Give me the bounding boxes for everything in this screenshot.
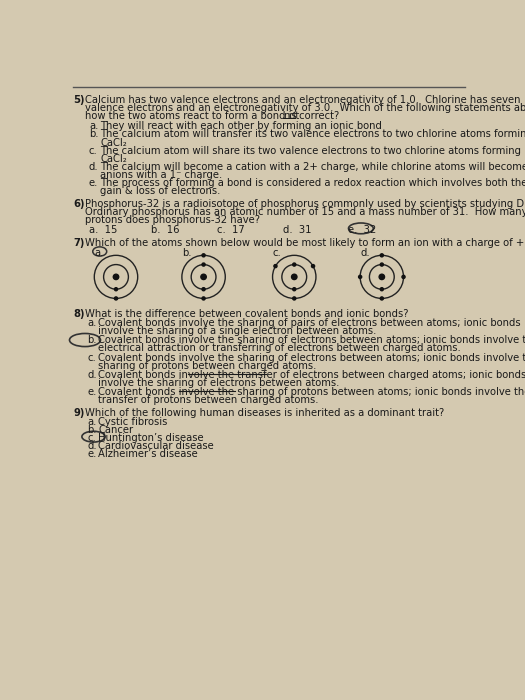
Circle shape xyxy=(293,297,296,300)
Text: e.: e. xyxy=(87,449,97,459)
Text: Covalent bonds involve the sharing of pairs of electrons between atoms; ionic bo: Covalent bonds involve the sharing of pa… xyxy=(98,318,521,328)
Text: b.: b. xyxy=(182,248,192,258)
Text: c.: c. xyxy=(87,353,96,363)
Text: b.  16: b. 16 xyxy=(151,225,180,235)
Text: e.  32: e. 32 xyxy=(349,225,377,235)
Text: Cystic fibrosis: Cystic fibrosis xyxy=(98,416,167,426)
Text: The calcium atom will share its two valence electrons to two chlorine atoms form: The calcium atom will share its two vale… xyxy=(100,146,521,155)
Text: d.: d. xyxy=(87,441,97,451)
Text: The calcium atom will transfer its two valence electrons to two chlorine atoms f: The calcium atom will transfer its two v… xyxy=(100,130,525,139)
Text: correct?: correct? xyxy=(296,111,339,121)
Text: a.  15: a. 15 xyxy=(89,225,117,235)
Text: a.: a. xyxy=(87,416,97,426)
Text: e.: e. xyxy=(89,178,98,188)
Circle shape xyxy=(291,274,297,279)
Text: transfer of protons between charged atoms.: transfer of protons between charged atom… xyxy=(98,395,319,405)
Text: Phosphorus-32 is a radioisotope of phosphorus commonly used by scientists studyi: Phosphorus-32 is a radioisotope of phosp… xyxy=(85,199,525,209)
Text: valence electrons and an electronegativity of 3.0.  Which of the following state: valence electrons and an electronegativi… xyxy=(85,103,525,113)
Text: 6): 6) xyxy=(74,199,85,209)
Text: c.: c. xyxy=(272,248,281,258)
Circle shape xyxy=(402,275,405,279)
Text: c.  17: c. 17 xyxy=(217,225,245,235)
Circle shape xyxy=(293,263,296,266)
Circle shape xyxy=(114,297,118,300)
Circle shape xyxy=(274,265,277,267)
Text: Calcium has two valence electrons and an electronegativity of 1.0.  Chlorine has: Calcium has two valence electrons and an… xyxy=(85,94,520,105)
Text: Covalent bonds involve the sharing of electrons between atoms; ionic bonds invol: Covalent bonds involve the sharing of el… xyxy=(98,353,525,363)
Circle shape xyxy=(380,254,383,257)
Text: a.: a. xyxy=(94,248,103,258)
Circle shape xyxy=(380,288,383,290)
Text: anions with a 1⁻ charge.: anions with a 1⁻ charge. xyxy=(100,170,223,180)
Text: protons does phosphorus-32 have?: protons does phosphorus-32 have? xyxy=(85,215,260,225)
Circle shape xyxy=(359,275,362,279)
Text: e.: e. xyxy=(87,387,97,398)
Text: d.: d. xyxy=(360,248,370,258)
Circle shape xyxy=(293,288,296,290)
Text: Huntington’s disease: Huntington’s disease xyxy=(98,433,204,443)
Circle shape xyxy=(202,297,205,300)
Text: What is the difference between covalent bonds and ionic bonds?: What is the difference between covalent … xyxy=(85,309,408,319)
Text: b.: b. xyxy=(87,425,97,435)
Text: electrical attraction or transferring of electrons between charged atoms.: electrical attraction or transferring of… xyxy=(98,344,461,354)
Text: Which of the atoms shown below would be most likely to form an ion with a charge: Which of the atoms shown below would be … xyxy=(85,239,525,248)
Text: Ordinary phosphorus has an atomic number of 15 and a mass number of 31.  How man: Ordinary phosphorus has an atomic number… xyxy=(85,206,525,217)
Text: d.: d. xyxy=(87,370,97,380)
Text: b.: b. xyxy=(89,130,98,139)
Text: The process of forming a bond is considered a redox reaction which involves both: The process of forming a bond is conside… xyxy=(100,178,525,188)
Text: CaCl₂: CaCl₂ xyxy=(100,137,127,148)
Text: CaCl₂: CaCl₂ xyxy=(100,154,127,164)
Text: They will react with each other by forming an ionic bond: They will react with each other by formi… xyxy=(100,121,382,132)
Text: Which of the following human diseases is inherited as a dominant trait?: Which of the following human diseases is… xyxy=(85,408,444,418)
Circle shape xyxy=(380,297,383,300)
Circle shape xyxy=(202,254,205,257)
Circle shape xyxy=(114,288,118,290)
Text: d.  31: d. 31 xyxy=(282,225,311,235)
Text: 5): 5) xyxy=(74,94,85,105)
Text: c.: c. xyxy=(87,433,96,443)
Circle shape xyxy=(113,274,119,279)
Text: 9): 9) xyxy=(74,408,85,418)
Text: Alzheimer’s disease: Alzheimer’s disease xyxy=(98,449,198,459)
Circle shape xyxy=(201,274,206,279)
Circle shape xyxy=(379,274,384,279)
Text: Covalent bonds involve the transfer of electrons between charged atoms; ionic bo: Covalent bonds involve the transfer of e… xyxy=(98,370,525,380)
Text: The calcium will become a cation with a 2+ charge, while chlorine atoms will bec: The calcium will become a cation with a … xyxy=(100,162,525,172)
Text: c.: c. xyxy=(89,146,98,155)
Text: 7): 7) xyxy=(74,239,85,248)
Text: a.: a. xyxy=(89,121,98,132)
Text: Covalent bonds involve the sharing of electrons between atoms; ionic bonds invol: Covalent bonds involve the sharing of el… xyxy=(98,335,525,345)
Text: sharing of protons between charged atoms.: sharing of protons between charged atoms… xyxy=(98,360,317,371)
Circle shape xyxy=(202,288,205,290)
Text: a.: a. xyxy=(87,318,97,328)
Text: d.: d. xyxy=(89,162,99,172)
Text: Cardiovascular disease: Cardiovascular disease xyxy=(98,441,214,451)
Text: not: not xyxy=(282,111,299,121)
Text: involve the sharing of a single electron between atoms.: involve the sharing of a single electron… xyxy=(98,326,376,336)
Text: gain & loss of electrons.: gain & loss of electrons. xyxy=(100,186,221,196)
Text: Cancer: Cancer xyxy=(98,425,133,435)
Text: involve the sharing of electrons between atoms.: involve the sharing of electrons between… xyxy=(98,378,340,388)
Text: 8): 8) xyxy=(74,309,85,319)
Circle shape xyxy=(311,265,314,267)
Circle shape xyxy=(202,263,205,266)
Text: Covalent bonds involve the sharing of protons between atoms; ionic bonds involve: Covalent bonds involve the sharing of pr… xyxy=(98,387,525,398)
Text: b.: b. xyxy=(87,335,97,345)
Circle shape xyxy=(380,263,383,266)
Text: how the two atoms react to form a bond is: how the two atoms react to form a bond i… xyxy=(85,111,297,121)
